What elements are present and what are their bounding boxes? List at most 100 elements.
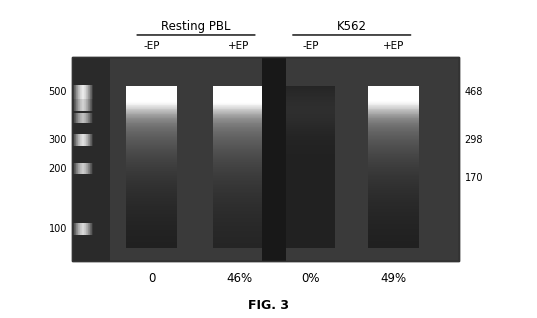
- Bar: [368, 156, 419, 157]
- Bar: [214, 153, 264, 154]
- Bar: [214, 193, 264, 194]
- Bar: [368, 120, 419, 121]
- Bar: [88, 163, 89, 174]
- Bar: [214, 242, 264, 243]
- Bar: [368, 148, 419, 149]
- Bar: [88, 99, 89, 111]
- Bar: [127, 111, 177, 112]
- Bar: [214, 133, 264, 134]
- Bar: [214, 117, 264, 118]
- Bar: [368, 213, 419, 214]
- Bar: [127, 213, 177, 214]
- Bar: [286, 164, 335, 165]
- Bar: [368, 122, 419, 123]
- Bar: [368, 179, 419, 180]
- Bar: [368, 209, 419, 210]
- Bar: [214, 221, 264, 222]
- Bar: [214, 148, 264, 149]
- Bar: [214, 225, 264, 226]
- Bar: [214, 115, 264, 116]
- Bar: [127, 149, 177, 150]
- Bar: [214, 106, 264, 107]
- Bar: [286, 243, 335, 244]
- Bar: [368, 123, 419, 124]
- Bar: [85, 113, 86, 123]
- Bar: [81, 85, 82, 99]
- Bar: [127, 173, 177, 174]
- Bar: [368, 247, 419, 248]
- Bar: [127, 143, 177, 144]
- Bar: [77, 134, 78, 146]
- Bar: [368, 245, 419, 246]
- Bar: [368, 218, 419, 219]
- Bar: [286, 93, 335, 94]
- Bar: [214, 95, 264, 96]
- Bar: [286, 111, 335, 112]
- Bar: [127, 128, 177, 129]
- Bar: [368, 222, 419, 223]
- Bar: [127, 130, 177, 131]
- Bar: [214, 187, 264, 188]
- Bar: [82, 113, 83, 123]
- Text: 0: 0: [148, 272, 156, 285]
- Bar: [286, 238, 335, 239]
- Bar: [286, 162, 335, 163]
- Bar: [368, 170, 419, 171]
- Bar: [286, 239, 335, 240]
- Bar: [92, 163, 93, 174]
- Bar: [214, 147, 264, 148]
- Bar: [83, 223, 84, 235]
- Bar: [89, 134, 90, 146]
- Bar: [127, 113, 177, 114]
- Bar: [127, 188, 177, 189]
- Bar: [127, 239, 177, 240]
- Bar: [214, 226, 264, 227]
- Bar: [214, 216, 264, 217]
- Bar: [90, 113, 91, 123]
- Bar: [286, 246, 335, 247]
- Bar: [368, 152, 419, 153]
- Bar: [214, 100, 264, 101]
- Bar: [78, 223, 79, 235]
- Bar: [127, 146, 177, 147]
- Bar: [214, 138, 264, 139]
- Bar: [286, 120, 335, 121]
- Bar: [78, 223, 79, 235]
- Bar: [368, 208, 419, 209]
- Bar: [286, 110, 335, 111]
- Bar: [127, 217, 177, 218]
- Bar: [214, 139, 264, 140]
- Bar: [79, 85, 81, 99]
- Bar: [127, 205, 177, 206]
- Bar: [286, 95, 335, 96]
- Bar: [82, 134, 83, 146]
- Bar: [286, 226, 335, 227]
- Bar: [286, 103, 335, 104]
- Bar: [368, 231, 419, 232]
- Bar: [368, 160, 419, 161]
- Bar: [286, 187, 335, 188]
- Bar: [286, 214, 335, 215]
- Bar: [75, 134, 76, 146]
- Bar: [286, 224, 335, 225]
- Bar: [127, 206, 177, 207]
- Bar: [368, 192, 419, 193]
- Bar: [368, 130, 419, 131]
- Bar: [214, 201, 264, 202]
- Bar: [286, 219, 335, 220]
- Bar: [86, 223, 88, 235]
- Bar: [214, 164, 264, 165]
- Bar: [286, 106, 335, 107]
- Bar: [127, 96, 177, 97]
- Bar: [214, 146, 264, 147]
- Bar: [286, 212, 335, 213]
- Bar: [86, 134, 88, 146]
- Bar: [214, 191, 264, 192]
- Bar: [127, 100, 177, 101]
- Bar: [127, 136, 177, 137]
- Bar: [286, 100, 335, 101]
- Bar: [286, 128, 335, 129]
- Bar: [127, 116, 177, 117]
- Bar: [77, 99, 78, 111]
- Bar: [127, 151, 177, 152]
